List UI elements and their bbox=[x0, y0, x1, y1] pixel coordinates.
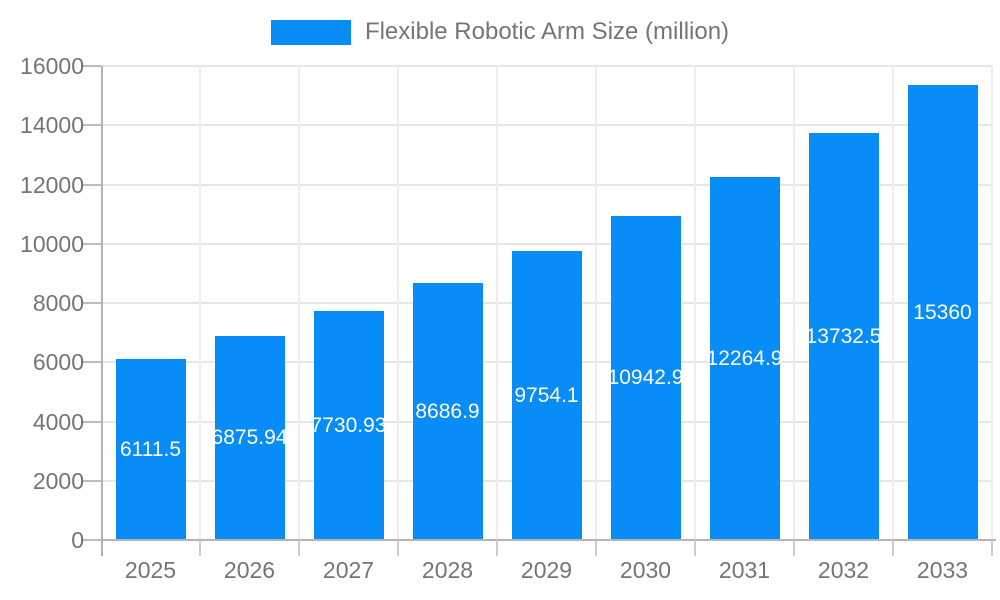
gridline-x bbox=[397, 66, 399, 540]
gridline-y-14000 bbox=[101, 124, 992, 127]
legend-label: Flexible Robotic Arm Size (million) bbox=[364, 18, 730, 45]
y-axis-label-6000: 6000 bbox=[32, 349, 84, 376]
bar-2029[interactable]: 9754.1 bbox=[511, 251, 582, 540]
y-tick bbox=[83, 124, 101, 127]
x-axis-label-2025: 2025 bbox=[124, 557, 177, 583]
bar-value-label: 10942.9 bbox=[610, 366, 681, 389]
x-tick bbox=[199, 540, 201, 556]
bar-value-label: 7730.93 bbox=[313, 413, 384, 437]
bar-2030[interactable]: 10942.9 bbox=[610, 216, 681, 540]
x-axis-label-2032: 2032 bbox=[817, 557, 870, 583]
gridline-y-16000 bbox=[101, 65, 992, 67]
gridline-x bbox=[793, 66, 795, 540]
bar-value-label: 6111.5 bbox=[119, 437, 182, 461]
bar-value-label: 6875.94 bbox=[214, 426, 285, 449]
y-axis-label-12000: 12000 bbox=[20, 171, 84, 198]
bar-2032[interactable]: 13732.5 bbox=[808, 133, 879, 540]
y-tick bbox=[83, 361, 101, 364]
x-axis-label-2029: 2029 bbox=[520, 557, 573, 583]
bar-value-label: 8686.9 bbox=[415, 399, 480, 423]
y-tick bbox=[83, 65, 101, 67]
x-axis-label-2026: 2026 bbox=[223, 557, 276, 583]
gridline-x bbox=[694, 66, 696, 540]
x-tick bbox=[991, 540, 993, 556]
x-axis-label-2028: 2028 bbox=[421, 557, 474, 583]
legend: Flexible Robotic Arm Size (million) bbox=[0, 18, 1000, 46]
y-axis-label-4000: 4000 bbox=[32, 408, 84, 435]
y-tick bbox=[83, 420, 101, 423]
bar-2025[interactable]: 6111.5 bbox=[115, 359, 186, 540]
y-tick bbox=[83, 479, 101, 482]
bar-value-label: 9754.1 bbox=[514, 383, 579, 407]
x-tick bbox=[397, 540, 399, 556]
y-tick bbox=[83, 183, 101, 186]
bar-2026[interactable]: 6875.94 bbox=[214, 336, 285, 540]
y-axis-label-8000: 8000 bbox=[32, 290, 84, 316]
y-axis-line bbox=[101, 66, 103, 556]
x-tick bbox=[793, 540, 795, 556]
y-axis-label-16000: 16000 bbox=[20, 53, 84, 79]
x-axis-label-2031: 2031 bbox=[718, 557, 771, 583]
y-axis-label-10000: 10000 bbox=[20, 230, 84, 257]
x-axis-label-2027: 2027 bbox=[322, 557, 375, 583]
bar-2027[interactable]: 7730.93 bbox=[313, 311, 384, 540]
x-axis-line bbox=[83, 539, 996, 541]
gridline-x bbox=[199, 66, 201, 540]
bar-value-label: 12264.9 bbox=[709, 346, 780, 370]
gridline-y-12000 bbox=[101, 183, 992, 186]
y-tick bbox=[83, 242, 101, 245]
bar-value-label: 13732.5 bbox=[808, 324, 879, 348]
bar-2033[interactable]: 15360 bbox=[907, 85, 978, 540]
y-axis-label-0: 0 bbox=[71, 527, 84, 553]
y-tick bbox=[83, 539, 101, 541]
gridline-x bbox=[991, 66, 993, 540]
bar-2028[interactable]: 8686.9 bbox=[412, 283, 483, 540]
x-tick bbox=[496, 540, 498, 556]
x-axis-label-2030: 2030 bbox=[619, 557, 672, 583]
bar-value-label: 15360 bbox=[913, 300, 972, 324]
bar-2031[interactable]: 12264.9 bbox=[709, 177, 780, 540]
x-tick bbox=[892, 540, 894, 556]
x-tick bbox=[694, 540, 696, 556]
gridline-x bbox=[595, 66, 597, 540]
y-axis-label-2000: 2000 bbox=[32, 467, 84, 494]
x-axis-label-2033: 2033 bbox=[916, 557, 969, 583]
x-tick bbox=[595, 540, 597, 556]
legend-swatch bbox=[270, 19, 351, 45]
plot-area: 6111.5 6875.94 7730.93 8686.9 9754.1 10942.9 1… bbox=[101, 65, 993, 540]
gridline-x bbox=[298, 66, 300, 540]
gridline-x bbox=[892, 66, 894, 540]
x-tick bbox=[298, 540, 300, 556]
y-tick bbox=[83, 302, 101, 304]
gridline-y-10000 bbox=[101, 242, 992, 245]
y-axis-label-14000: 14000 bbox=[20, 112, 84, 139]
gridline-x bbox=[496, 66, 498, 540]
